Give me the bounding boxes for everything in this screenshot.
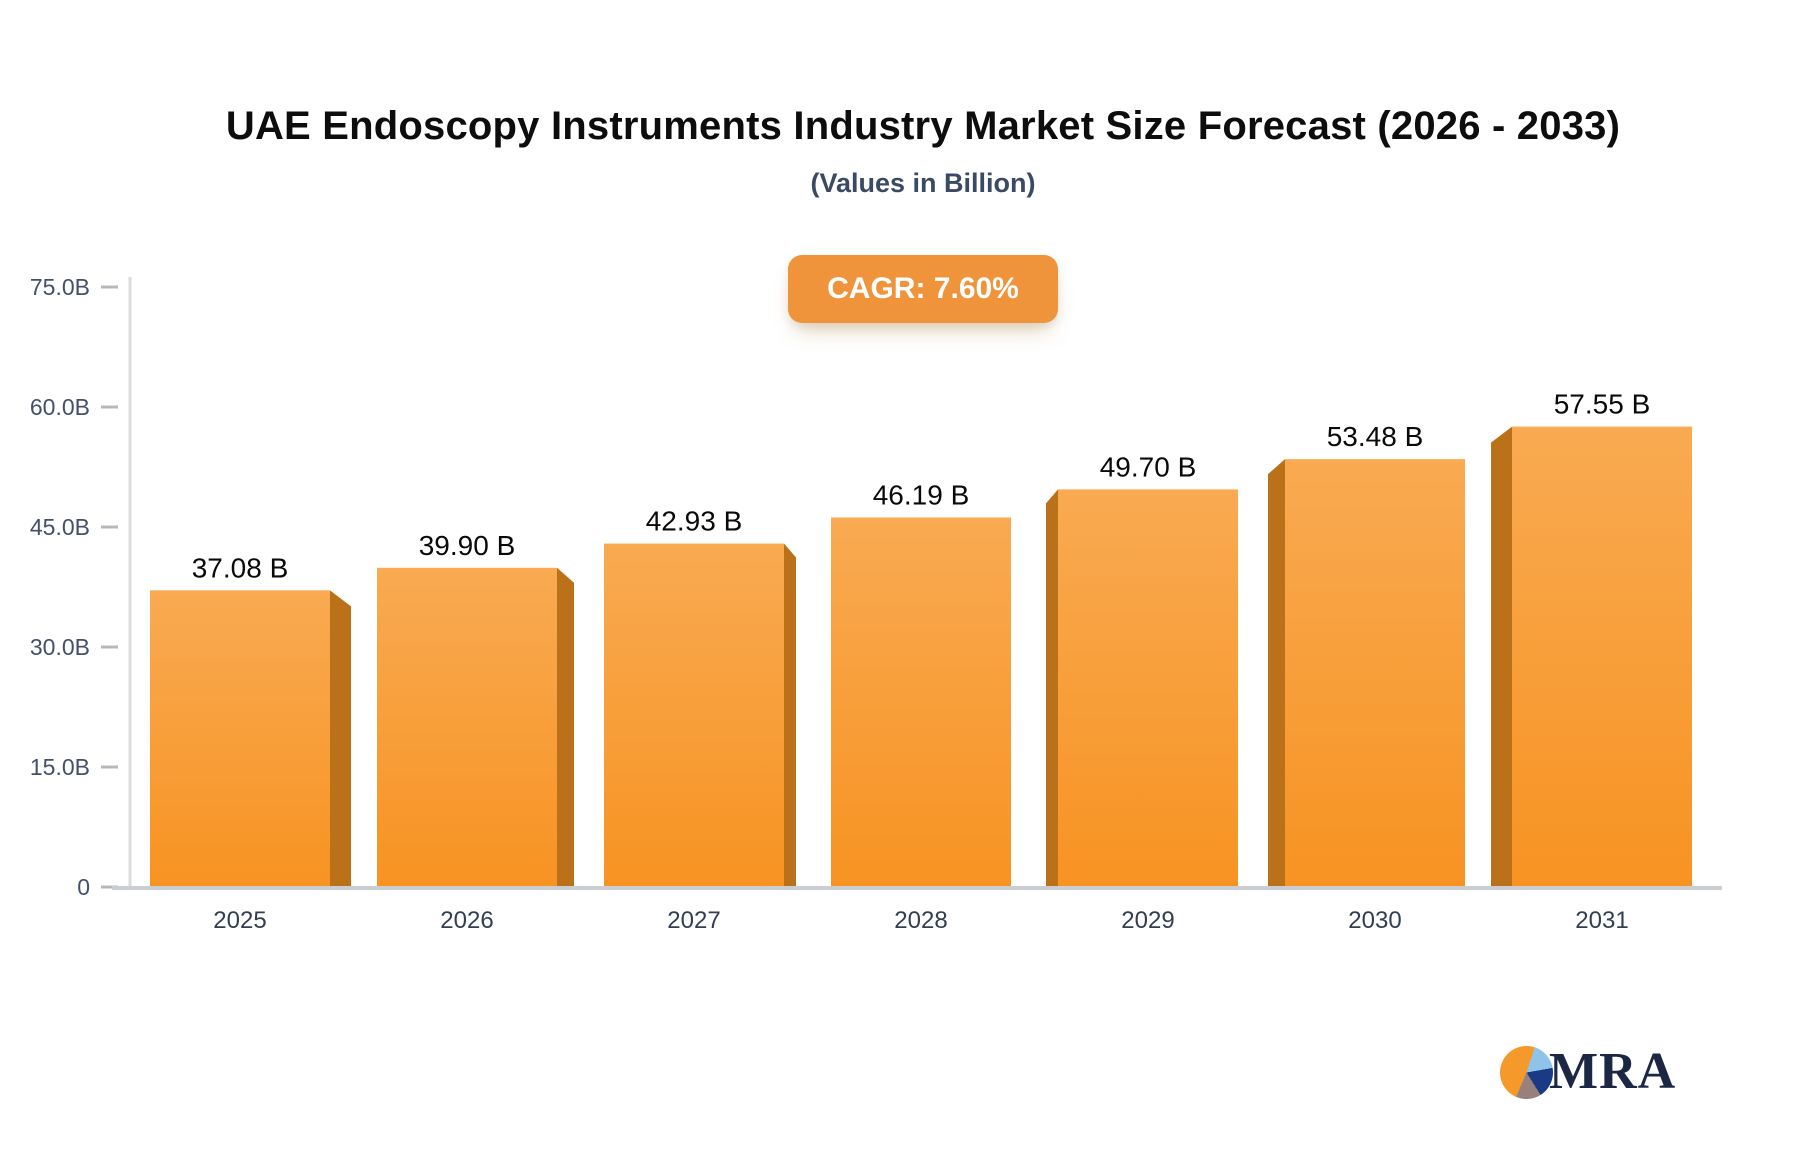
x-axis-label: 2030 <box>1348 907 1401 934</box>
x-axis-label: 2028 <box>894 907 947 934</box>
chart-title: UAE Endoscopy Instruments Industry Marke… <box>225 104 1621 148</box>
bar-side-face <box>1268 459 1285 887</box>
bar-side-face <box>1491 426 1512 887</box>
bar-2026 <box>377 567 557 887</box>
bar-value-label: 39.90 B <box>419 530 516 561</box>
bar-2027 <box>604 543 784 887</box>
cagr-badge: CAGR: 7.60% <box>788 255 1058 323</box>
bar-value-label: 53.48 B <box>1327 421 1424 452</box>
pie-chart-logo-icon <box>1500 1045 1553 1099</box>
bar-value-label: 57.55 B <box>1554 389 1651 420</box>
y-axis-label: 45.0B <box>30 514 90 540</box>
bar-value-label: 46.19 B <box>873 479 970 510</box>
bar-value-label: 49.70 B <box>1100 451 1197 482</box>
bar-value-label: 37.08 B <box>192 552 289 583</box>
brand-text: MRA <box>1549 1043 1677 1100</box>
y-axis-label: 60.0B <box>30 394 90 420</box>
x-axis-label: 2026 <box>440 907 493 934</box>
bar-side-face <box>1046 489 1058 887</box>
bar-value-label: 42.93 B <box>646 506 743 537</box>
x-axis-label: 2029 <box>1121 907 1174 934</box>
bar-side-face <box>557 567 574 887</box>
y-axis-label: 75.0B <box>30 274 90 300</box>
bar-2031 <box>1512 426 1692 887</box>
brand-logo: MRA <box>1500 1040 1676 1104</box>
chart-subtitle: (Values in Billion) <box>810 168 1036 198</box>
bar-2028 <box>831 517 1011 887</box>
bar-2030 <box>1285 459 1465 887</box>
bar-2025 <box>150 590 330 887</box>
bar-2029 <box>1058 489 1238 887</box>
y-axis-label: 0 <box>77 874 90 900</box>
y-axis-label: 30.0B <box>30 634 90 660</box>
bar-side-face <box>784 543 796 887</box>
x-axis-label: 2027 <box>667 907 720 934</box>
bar-side-face <box>330 590 351 887</box>
x-axis-label: 2031 <box>1575 907 1628 934</box>
y-axis-label: 15.0B <box>30 754 90 780</box>
x-axis-label: 2025 <box>213 907 266 934</box>
